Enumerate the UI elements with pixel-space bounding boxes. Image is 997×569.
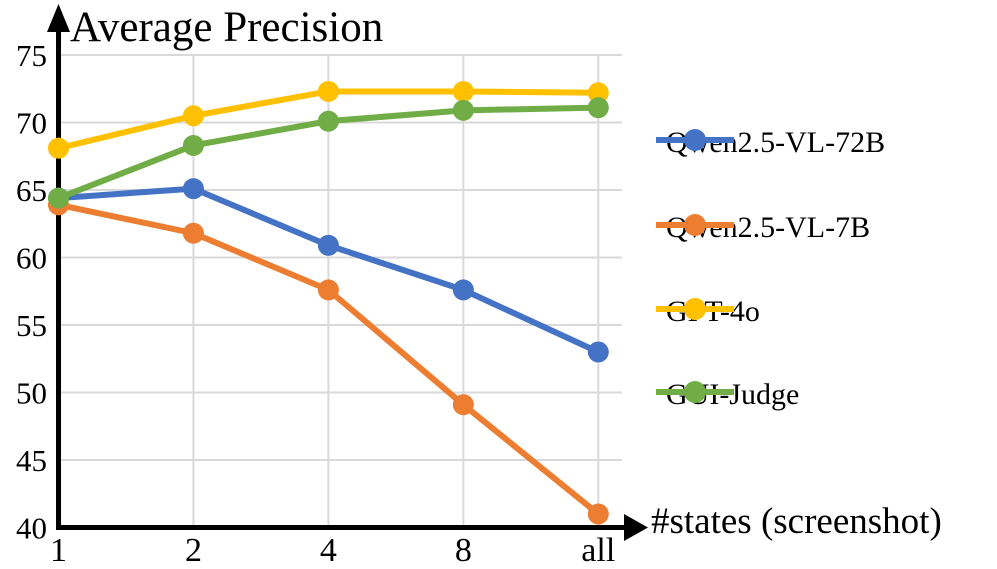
legend-item-GUI-Judge: GUI-Judge xyxy=(656,378,799,412)
data-point-Qwen2.5-VL-72B xyxy=(182,178,204,200)
legend-dot xyxy=(684,298,706,320)
data-point-GUI-Judge xyxy=(48,187,69,209)
data-point-GPT-4o xyxy=(317,80,339,102)
data-point-GPT-4o xyxy=(48,137,69,159)
x-tick-label: 4 xyxy=(320,532,337,569)
chart-title: Average Precision xyxy=(70,4,384,51)
legend-dot xyxy=(684,381,706,403)
legend-item-Qwen2.5-VL-7B: Qwen2.5-VL-7B xyxy=(656,211,870,245)
data-point-GUI-Judge xyxy=(587,97,609,119)
y-tick-label: 75 xyxy=(16,38,47,73)
legend-item-Qwen2.5-VL-72B: Qwen2.5-VL-72B xyxy=(656,126,885,160)
legend-marker-icon xyxy=(656,129,734,151)
x-axis-arrow-icon xyxy=(624,514,648,541)
data-point-Qwen2.5-VL-72B xyxy=(587,341,609,363)
y-tick-label: 45 xyxy=(16,443,47,478)
data-point-Qwen2.5-VL-72B xyxy=(452,279,474,301)
data-point-Qwen2.5-VL-72B xyxy=(317,234,339,256)
legend-marker-icon xyxy=(656,381,734,403)
data-point-GUI-Judge xyxy=(182,134,204,156)
x-tick-label: 1 xyxy=(50,532,67,569)
x-tick-label: 2 xyxy=(185,532,202,569)
axes-layer xyxy=(47,4,648,541)
data-point-Qwen2.5-VL-7B xyxy=(182,222,204,244)
data-point-Qwen2.5-VL-7B xyxy=(317,279,339,301)
data-point-GPT-4o xyxy=(587,82,609,104)
data-point-Qwen2.5-VL-7B xyxy=(587,503,609,525)
data-point-GUI-Judge xyxy=(452,99,474,121)
y-axis-arrow-icon xyxy=(47,4,70,32)
y-tick-label: 60 xyxy=(16,241,47,276)
legend-dot xyxy=(684,129,706,151)
data-point-GUI-Judge xyxy=(317,110,339,132)
legend-marker-icon xyxy=(656,214,734,236)
x-axis-label: #states (screenshot) xyxy=(651,501,942,542)
data-point-GPT-4o xyxy=(452,80,474,102)
tick-layer: 75 70 65 60 55 50 45 401 2 4 8 all xyxy=(16,38,615,569)
legend-marker-icon xyxy=(656,298,734,320)
x-tick-label: all xyxy=(581,532,615,569)
legend-dot xyxy=(684,214,706,236)
data-point-Qwen2.5-VL-7B xyxy=(452,394,474,416)
legend-item-GPT-4o: GPT-4o xyxy=(656,295,760,329)
y-tick-label: 40 xyxy=(16,511,47,546)
data-point-GPT-4o xyxy=(182,105,204,127)
series-layer xyxy=(48,80,609,525)
x-tick-label: 8 xyxy=(455,532,472,569)
y-tick-label: 65 xyxy=(16,173,47,208)
y-tick-label: 70 xyxy=(16,106,47,141)
y-tick-label: 50 xyxy=(16,376,47,411)
y-tick-label: 55 xyxy=(16,308,47,343)
